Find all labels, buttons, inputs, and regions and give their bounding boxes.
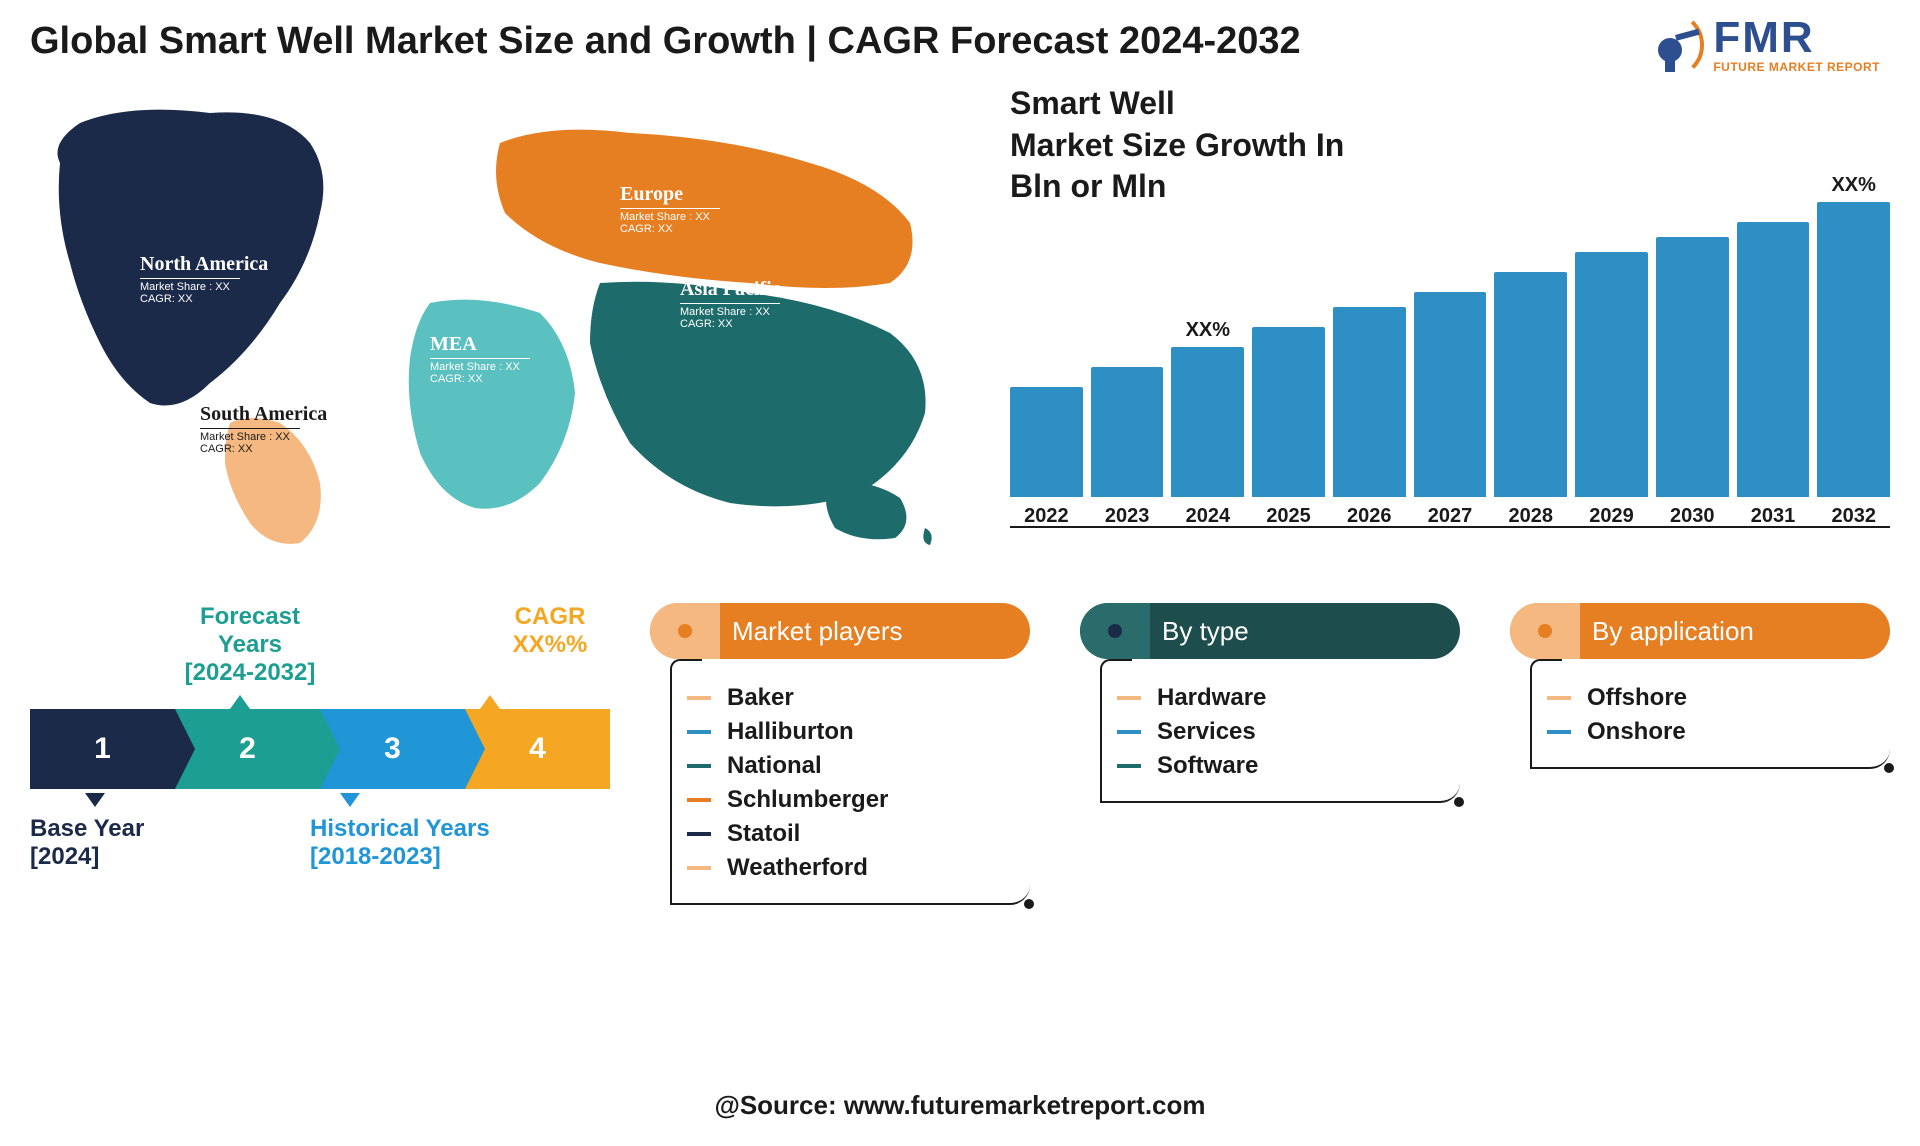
category-item: Onshore (1547, 718, 1890, 746)
category-item-label: Weatherford (727, 854, 868, 882)
timeline-seg-1: 1 (30, 709, 175, 789)
chart-title-3: Bln or Mln (1010, 166, 1890, 208)
category-title: Market players (720, 616, 1030, 647)
bar-year-label: 2030 (1670, 505, 1715, 528)
bar-year-label: 2024 (1186, 505, 1231, 528)
arrow-down-icon (85, 793, 105, 807)
category-item: Halliburton (687, 718, 1030, 746)
category-item: Statoil (687, 820, 1030, 848)
timeline-seg-4: 4 (465, 709, 610, 789)
category-item: Schlumberger (687, 786, 1030, 814)
category-item: National (687, 752, 1030, 780)
category-item: Services (1117, 718, 1460, 746)
bar-year-label: 2025 (1266, 505, 1311, 528)
category-item-label: Halliburton (727, 718, 854, 746)
bar-2029: 2029 (1575, 252, 1648, 528)
category-item-label: Services (1157, 718, 1256, 746)
category-item-label: Statoil (727, 820, 800, 848)
bar-2023: 2023 (1091, 367, 1164, 528)
chart-title-1: Smart Well (1010, 83, 1890, 125)
category-item-label: Software (1157, 752, 1258, 780)
category-item-label: Schlumberger (727, 786, 888, 814)
world-map: North AmericaMarket Share : XXCAGR: XX So… (30, 83, 960, 553)
category-item: Weatherford (687, 854, 1030, 882)
timeline-seg-3: 3 (320, 709, 465, 789)
timeline: Forecast Years [2024-2032] CAGR XX%% 123… (30, 603, 610, 905)
region-label-asia-pacific: Asia PacificMarket Share : XXCAGR: XX (680, 278, 781, 330)
region-label-north-america: North AmericaMarket Share : XXCAGR: XX (140, 253, 268, 305)
arrow-up-icon (230, 695, 250, 709)
bar-2024: XX%2024 (1171, 347, 1244, 528)
bar-annotation: XX% (1186, 319, 1230, 342)
bar-year-label: 2028 (1509, 505, 1554, 528)
bar-year-label: 2022 (1024, 505, 1069, 528)
bar-year-label: 2026 (1347, 505, 1392, 528)
category-title: By type (1150, 616, 1460, 647)
bar-2032: XX%2032 (1817, 202, 1890, 528)
timeline-seg-2: 2 (175, 709, 320, 789)
bar-2031: 2031 (1737, 222, 1810, 528)
category-title: By application (1580, 616, 1890, 647)
bar-year-label: 2031 (1751, 505, 1796, 528)
bar-year-label: 2027 (1428, 505, 1473, 528)
logo: FMR FUTURE MARKET REPORT (1635, 10, 1880, 80)
bar-year-label: 2023 (1105, 505, 1150, 528)
category-item: Hardware (1117, 684, 1460, 712)
bar-2025: 2025 (1252, 327, 1325, 528)
category-by-type: By type Hardware Services Software (1080, 603, 1460, 905)
logo-sub-text: FUTURE MARKET REPORT (1713, 60, 1880, 74)
category-market-players: Market players Baker Halliburton National S… (650, 603, 1030, 905)
bar-2028: 2028 (1494, 272, 1567, 528)
bar-year-label: 2032 (1831, 505, 1876, 528)
timeline-forecast-label: Forecast Years [2024-2032] (170, 603, 330, 687)
category-by-application: By application Offshore Onshore (1510, 603, 1890, 905)
category-item: Offshore (1547, 684, 1890, 712)
logo-fmr-text: FMR (1713, 16, 1814, 60)
category-item: Software (1117, 752, 1460, 780)
category-item: Baker (687, 684, 1030, 712)
region-label-europe: EuropeMarket Share : XXCAGR: XX (620, 183, 720, 235)
category-item-label: Hardware (1157, 684, 1266, 712)
category-item-label: Baker (727, 684, 794, 712)
footer-source: @Source: www.futuremarketreport.com (0, 1090, 1920, 1121)
region-label-mea: MEAMarket Share : XXCAGR: XX (430, 333, 530, 385)
bar-chart: Smart Well Market Size Growth In Bln or … (990, 83, 1890, 553)
bar-2026: 2026 (1333, 307, 1406, 528)
category-item-label: Onshore (1587, 718, 1686, 746)
bar-2022: 2022 (1010, 387, 1083, 528)
page-title: Global Smart Well Market Size and Growth… (30, 20, 1890, 63)
timeline-cagr-label: CAGR XX%% (490, 603, 610, 687)
timeline-hist-label: Historical Years [2018-2023] (310, 815, 530, 871)
chart-title-2: Market Size Growth In (1010, 125, 1890, 167)
arrow-down-icon (340, 793, 360, 807)
timeline-base-label: Base Year [2024] (30, 815, 210, 871)
bar-year-label: 2029 (1589, 505, 1634, 528)
logo-icon (1635, 10, 1705, 80)
category-item-label: Offshore (1587, 684, 1687, 712)
region-label-south-america: South AmericaMarket Share : XXCAGR: XX (200, 403, 327, 455)
category-item-label: National (727, 752, 822, 780)
bar-annotation: XX% (1831, 174, 1875, 197)
arrow-up-icon (480, 695, 500, 709)
bar-2027: 2027 (1414, 292, 1487, 528)
bar-2030: 2030 (1656, 237, 1729, 528)
